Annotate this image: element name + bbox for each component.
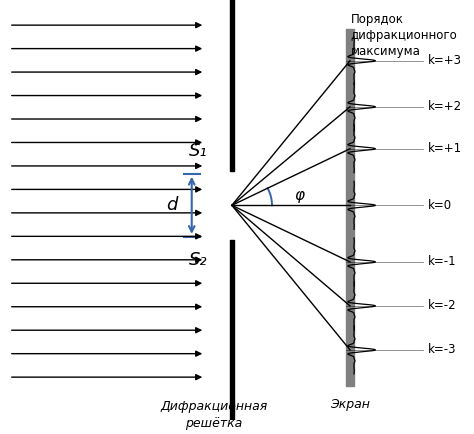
Text: k=-1: k=-1 xyxy=(428,255,456,268)
Text: φ: φ xyxy=(295,188,305,203)
Text: d: d xyxy=(166,196,177,214)
Text: S₁: S₁ xyxy=(189,142,208,160)
Text: Порядок
дифракционного
максимума: Порядок дифракционного максимума xyxy=(350,13,457,58)
Text: Дифракционная
решётка: Дифракционная решётка xyxy=(160,400,268,430)
Text: S₂: S₂ xyxy=(189,251,208,269)
Text: k=+3: k=+3 xyxy=(428,54,462,67)
Text: k=-2: k=-2 xyxy=(428,299,456,312)
Text: Экран: Экран xyxy=(330,398,370,411)
Text: k=+2: k=+2 xyxy=(428,100,462,113)
Text: k=-3: k=-3 xyxy=(428,343,456,356)
Text: k=0: k=0 xyxy=(428,199,452,212)
Text: k=+1: k=+1 xyxy=(428,142,462,155)
